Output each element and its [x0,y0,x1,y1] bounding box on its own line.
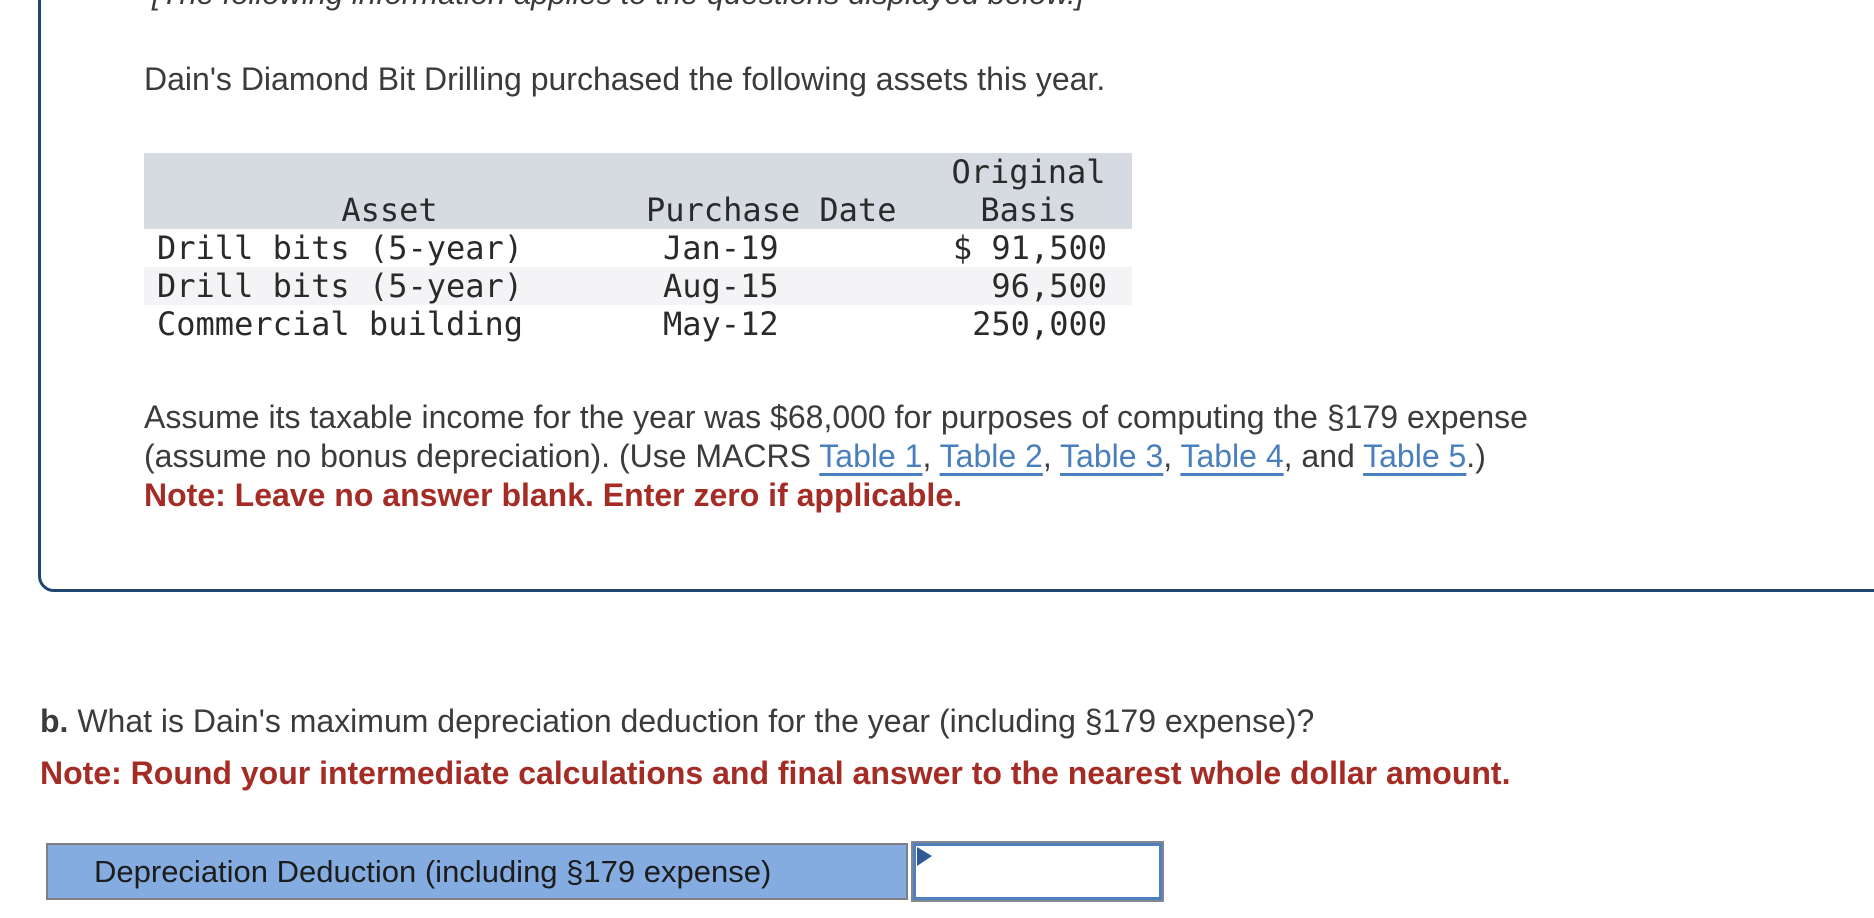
separator: , [922,438,940,474]
separator-and: , and [1283,438,1364,474]
header-purchase-date: Purchase Date [646,191,897,229]
table-4-link[interactable]: Table 4 [1180,438,1284,474]
table-header-row: Asset Purchase Date Original Basis [144,153,1132,229]
assets-table: Asset Purchase Date Original Basis Drill… [144,153,1132,343]
basis-cell: 96,500 [991,267,1107,305]
table-row: Drill bits (5-year) Aug-15 96,500 [144,267,1132,305]
paragraph-line-1: Assume its taxable income for the year w… [144,399,1528,435]
question-b: b. What is Dain's maximum depreciation d… [40,701,1314,741]
header-asset: Asset [341,191,438,229]
paragraph-line-2-prefix: (assume no bonus depreciation). (Use MAC… [144,438,820,474]
depreciation-label-cell: Depreciation Deduction (including §179 e… [46,843,908,900]
table-1-link[interactable]: Table 1 [819,438,923,474]
taxable-income-paragraph: Assume its taxable income for the year w… [144,398,1528,515]
separator: , [1163,438,1181,474]
paragraph-line-2: (assume no bonus depreciation). (Use MAC… [144,437,1528,476]
depreciation-deduction-input[interactable] [913,843,1162,900]
intro-text: Dain's Diamond Bit Drilling purchased th… [144,61,1106,97]
table-row: Commercial building May-12 250,000 [144,305,1132,343]
clipped-instruction-text: [The following information applies to th… [152,0,1084,12]
separator: , [1042,438,1061,474]
question-b-text: What is Dain's maximum depreciation dedu… [68,703,1315,739]
basis-cell: $ 91,500 [952,229,1107,267]
header-original: Original [951,153,1106,191]
purchase-date-cell: May-12 [663,305,779,343]
question-b-note: Note: Round your intermediate calculatio… [40,755,1511,791]
table-row: Drill bits (5-year) Jan-19 $ 91,500 [144,229,1132,267]
in-box-note: Note: Leave no answer blank. Enter zero … [144,477,962,513]
purchase-date-cell: Jan-19 [663,229,779,267]
header-original-basis: Original Basis [925,153,1132,229]
header-basis: Basis [980,191,1077,229]
asset-cell: Commercial building [157,305,524,343]
table-5-link[interactable]: Table 5 [1363,438,1467,474]
question-b-label: b. [40,703,69,739]
asset-cell: Drill bits (5-year) [157,267,524,305]
asset-cell: Drill bits (5-year) [157,229,524,267]
purchase-date-cell: Aug-15 [663,267,779,305]
table-3-link[interactable]: Table 3 [1060,438,1164,474]
basis-cell: 250,000 [972,305,1107,343]
table-2-link[interactable]: Table 2 [939,438,1043,474]
paragraph-line-2-suffix: .) [1466,438,1486,474]
